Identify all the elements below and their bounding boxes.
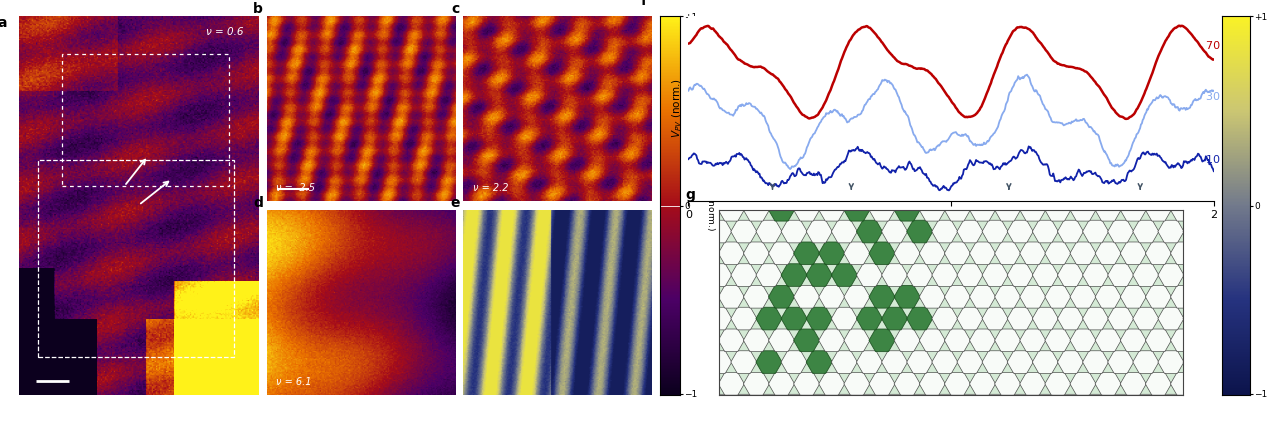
Text: a: a bbox=[0, 16, 8, 29]
Text: e: e bbox=[450, 196, 459, 210]
Text: 30 K: 30 K bbox=[1206, 92, 1231, 102]
Bar bbox=[38, 160, 235, 357]
Text: d: d bbox=[253, 196, 263, 210]
Bar bbox=[62, 54, 230, 186]
Text: ν = 0.6: ν = 0.6 bbox=[207, 27, 244, 37]
X-axis label: $x_{\mathrm{tip}}$ (μm): $x_{\mathrm{tip}}$ (μm) bbox=[926, 223, 976, 240]
Text: ν = 6.1: ν = 6.1 bbox=[277, 377, 311, 387]
Text: b: b bbox=[253, 2, 263, 16]
Text: g: g bbox=[685, 188, 695, 202]
Text: 70 K: 70 K bbox=[1206, 41, 1231, 51]
Text: 10 K: 10 K bbox=[1206, 155, 1231, 165]
Text: ν = -2.5: ν = -2.5 bbox=[277, 183, 315, 193]
Y-axis label: $V_{PV}$ (norm.): $V_{PV}$ (norm.) bbox=[671, 78, 684, 138]
Y-axis label: $V_{PV}$ (norm.): $V_{PV}$ (norm.) bbox=[704, 179, 717, 231]
Text: c: c bbox=[452, 2, 459, 16]
Text: ν = 2.2: ν = 2.2 bbox=[472, 183, 508, 193]
Text: f: f bbox=[641, 0, 646, 8]
